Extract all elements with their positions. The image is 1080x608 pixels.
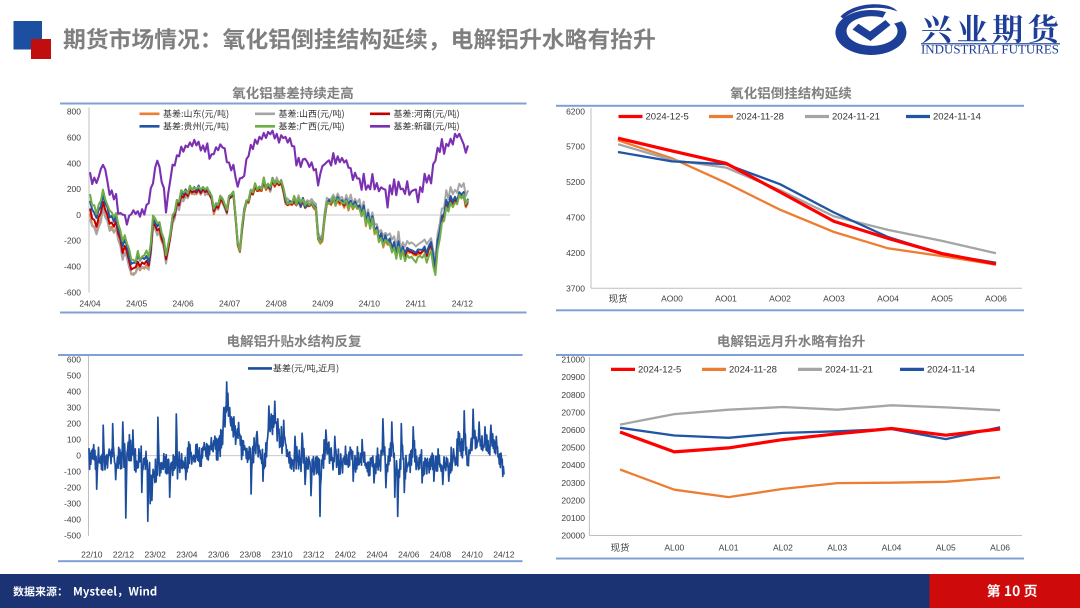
svg-text:AL04: AL04 bbox=[882, 543, 902, 553]
svg-text:24/08: 24/08 bbox=[266, 299, 288, 309]
svg-text:22/12: 22/12 bbox=[113, 550, 135, 560]
svg-text:20500: 20500 bbox=[561, 443, 585, 453]
svg-text:INDUSTRIAL FUTURES: INDUSTRIAL FUTURES bbox=[921, 43, 1059, 57]
svg-text:2024-11-28: 2024-11-28 bbox=[729, 364, 777, 375]
svg-text:2024-11-21: 2024-11-21 bbox=[825, 364, 873, 375]
svg-text:-300: -300 bbox=[64, 499, 81, 509]
svg-text:0: 0 bbox=[76, 451, 81, 461]
svg-text:400: 400 bbox=[67, 158, 81, 168]
svg-text:2024-11-28: 2024-11-28 bbox=[736, 112, 784, 123]
svg-text:600: 600 bbox=[67, 355, 81, 365]
svg-text:2024-12-5: 2024-12-5 bbox=[638, 364, 681, 375]
svg-text:-200: -200 bbox=[64, 236, 81, 246]
svg-text:23/08: 23/08 bbox=[240, 550, 262, 560]
svg-text:6200: 6200 bbox=[566, 106, 585, 116]
svg-text:-400: -400 bbox=[64, 262, 81, 272]
svg-text:AL03: AL03 bbox=[827, 543, 847, 553]
svg-text:AO04: AO04 bbox=[877, 294, 899, 304]
svg-text:20400: 20400 bbox=[561, 460, 585, 470]
svg-text:24/11: 24/11 bbox=[405, 299, 426, 309]
svg-text:2024-11-21: 2024-11-21 bbox=[832, 112, 880, 123]
svg-text:24/10: 24/10 bbox=[359, 299, 381, 309]
svg-text:-600: -600 bbox=[64, 287, 81, 297]
svg-text:300: 300 bbox=[67, 403, 81, 413]
svg-text:20700: 20700 bbox=[561, 407, 585, 417]
svg-text:24/04: 24/04 bbox=[366, 550, 388, 560]
svg-text:24/06: 24/06 bbox=[398, 550, 420, 560]
svg-text:2024-12-5: 2024-12-5 bbox=[646, 112, 689, 123]
svg-text:100: 100 bbox=[67, 435, 81, 445]
svg-text:24/12: 24/12 bbox=[452, 299, 474, 309]
svg-text:200: 200 bbox=[67, 419, 81, 429]
svg-text:23/12: 23/12 bbox=[303, 550, 325, 560]
svg-text:2024-11-14: 2024-11-14 bbox=[933, 112, 981, 123]
svg-text:-400: -400 bbox=[64, 515, 81, 525]
svg-text:-100: -100 bbox=[64, 467, 81, 477]
svg-text:24/10: 24/10 bbox=[462, 550, 484, 560]
svg-text:5200: 5200 bbox=[566, 177, 585, 187]
svg-text:20900: 20900 bbox=[561, 372, 585, 382]
svg-text:600: 600 bbox=[67, 133, 81, 143]
svg-text:AO06: AO06 bbox=[985, 294, 1007, 304]
svg-text:AO01: AO01 bbox=[715, 294, 737, 304]
svg-text:23/04: 23/04 bbox=[176, 550, 198, 560]
svg-text:24/12: 24/12 bbox=[493, 550, 515, 560]
svg-text:23/10: 23/10 bbox=[271, 550, 293, 560]
svg-text:500: 500 bbox=[67, 371, 81, 381]
svg-text:24/04: 24/04 bbox=[79, 299, 101, 309]
svg-text:24/07: 24/07 bbox=[219, 299, 241, 309]
svg-text:20200: 20200 bbox=[561, 495, 585, 505]
svg-text:20800: 20800 bbox=[561, 390, 585, 400]
svg-text:AO00: AO00 bbox=[661, 294, 683, 304]
svg-text:0: 0 bbox=[76, 210, 81, 220]
svg-text:AL05: AL05 bbox=[936, 543, 956, 553]
svg-text:-500: -500 bbox=[64, 531, 81, 541]
svg-text:24/08: 24/08 bbox=[430, 550, 452, 560]
svg-text:2024-11-14: 2024-11-14 bbox=[927, 364, 975, 375]
svg-text:20600: 20600 bbox=[561, 425, 585, 435]
svg-text:20300: 20300 bbox=[561, 478, 585, 488]
svg-text:-200: -200 bbox=[64, 483, 81, 493]
svg-text:AL00: AL00 bbox=[664, 543, 684, 553]
svg-text:AL02: AL02 bbox=[773, 543, 793, 553]
svg-text:4700: 4700 bbox=[566, 213, 585, 223]
svg-text:24/05: 24/05 bbox=[126, 299, 148, 309]
svg-text:AL06: AL06 bbox=[990, 543, 1010, 553]
svg-text:AL01: AL01 bbox=[719, 543, 739, 553]
svg-text:5700: 5700 bbox=[566, 142, 585, 152]
svg-text:24/06: 24/06 bbox=[172, 299, 194, 309]
svg-text:23/06: 23/06 bbox=[208, 550, 230, 560]
svg-text:AO03: AO03 bbox=[823, 294, 845, 304]
svg-text:20000: 20000 bbox=[561, 531, 585, 541]
svg-text:400: 400 bbox=[67, 387, 81, 397]
svg-text:4200: 4200 bbox=[566, 248, 585, 258]
svg-text:AO05: AO05 bbox=[931, 294, 953, 304]
svg-text:23/02: 23/02 bbox=[145, 550, 167, 560]
svg-text:AO02: AO02 bbox=[769, 294, 791, 304]
svg-text:800: 800 bbox=[67, 107, 81, 117]
svg-text:21000: 21000 bbox=[561, 355, 585, 365]
svg-text:3700: 3700 bbox=[566, 283, 585, 293]
svg-text:22/10: 22/10 bbox=[81, 550, 103, 560]
svg-text:20100: 20100 bbox=[561, 513, 585, 523]
svg-text:200: 200 bbox=[67, 184, 81, 194]
svg-text:24/02: 24/02 bbox=[335, 550, 357, 560]
svg-text:24/09: 24/09 bbox=[312, 299, 334, 309]
